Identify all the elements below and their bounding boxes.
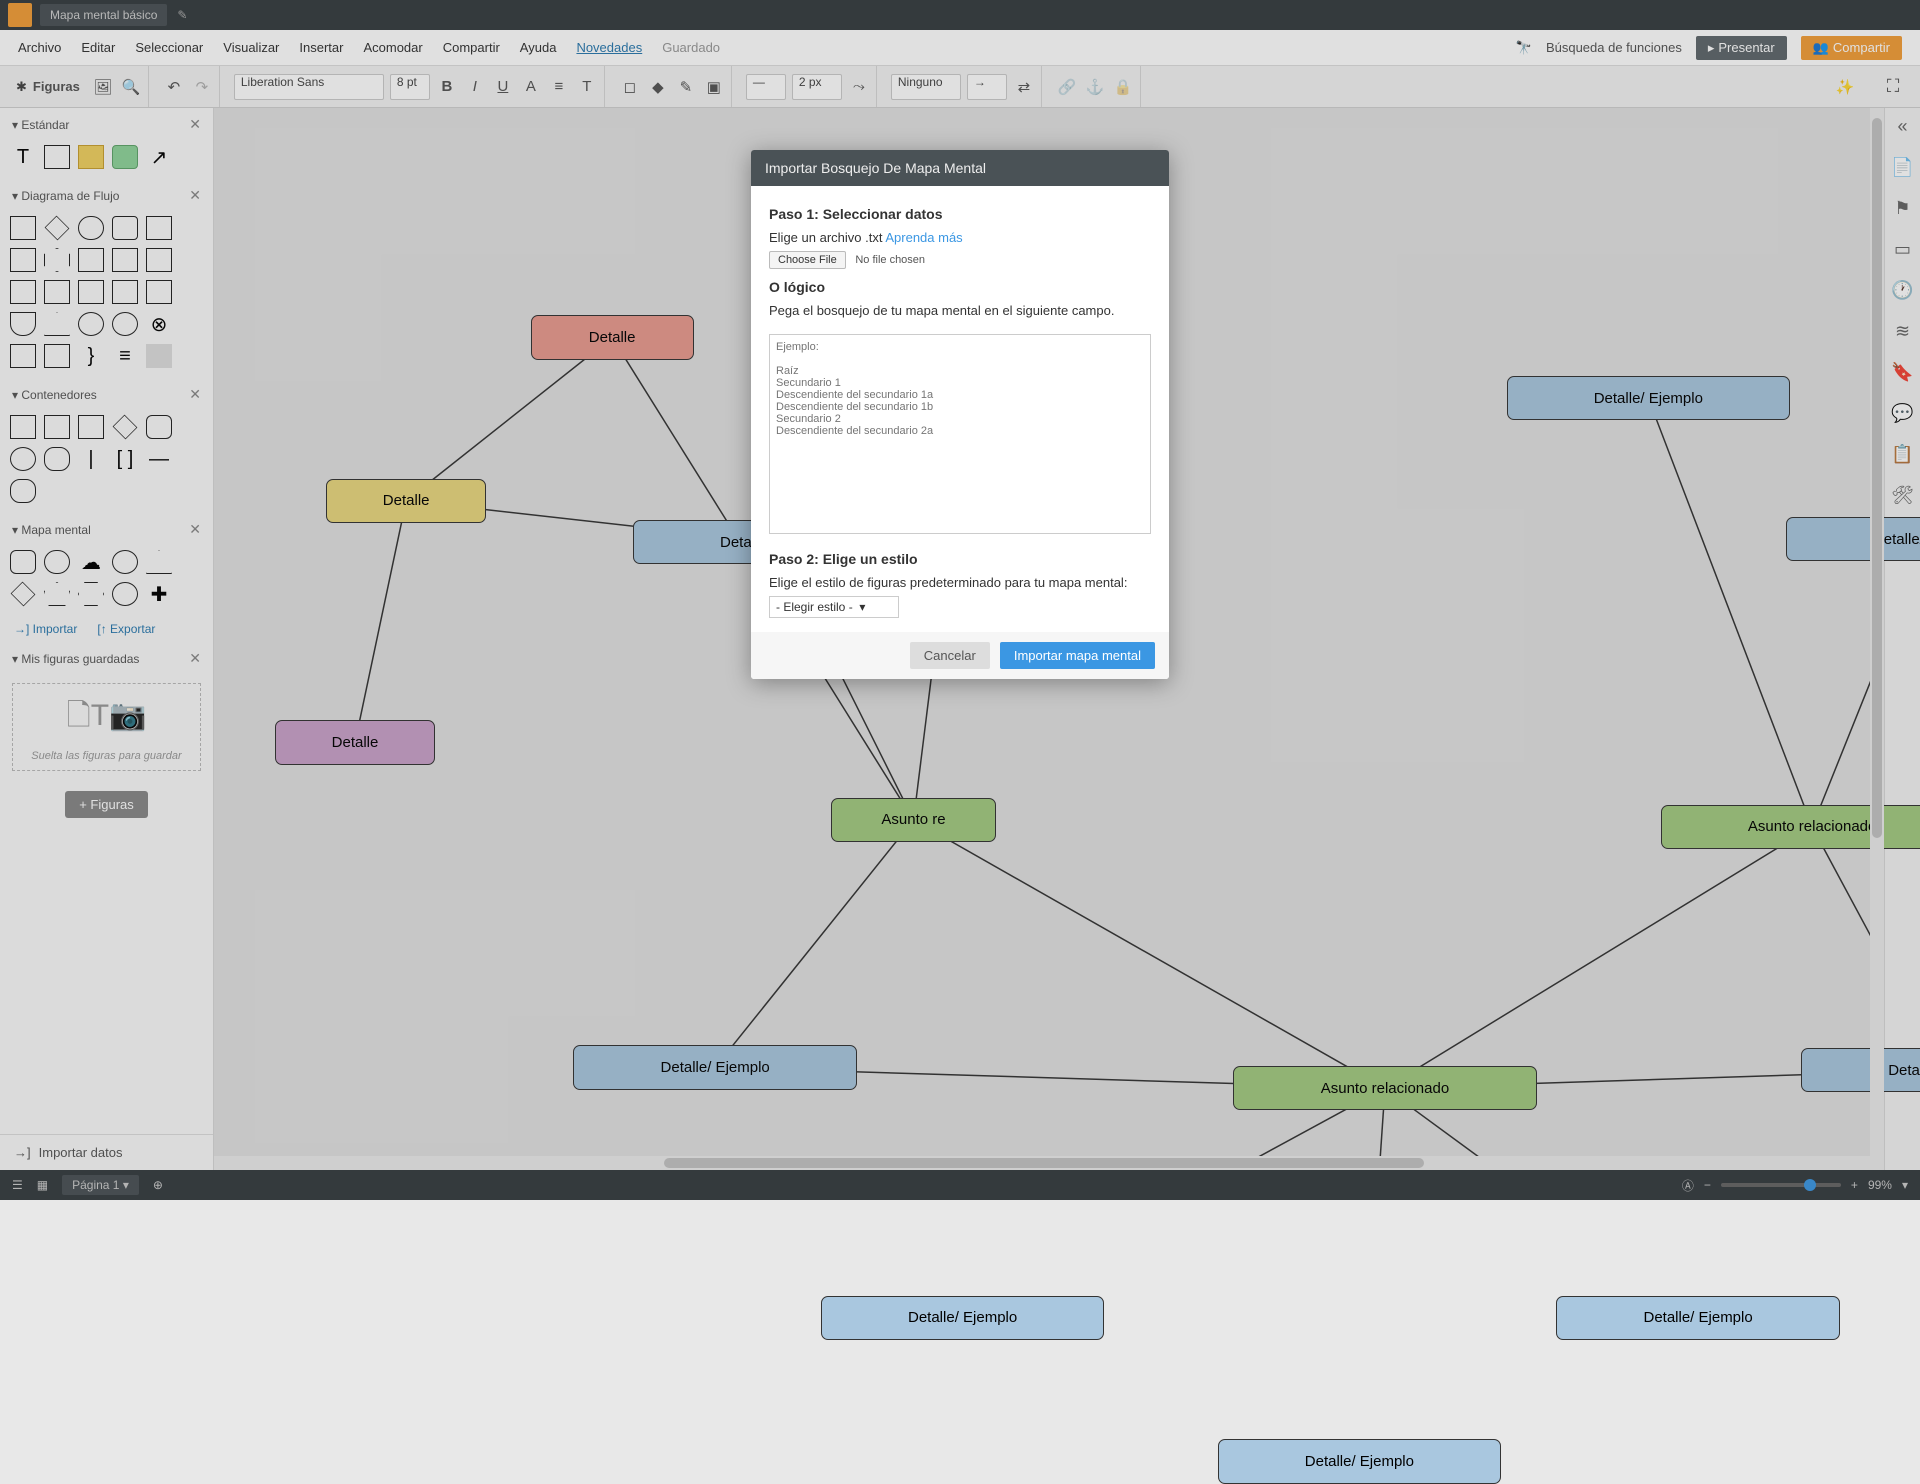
outline-textarea[interactable]: [769, 334, 1151, 534]
style-select[interactable]: - Elegir estilo - ▾: [769, 596, 899, 618]
dialog-actions: Cancelar Importar mapa mental: [751, 632, 1169, 679]
style-desc: Elige el estilo de figuras predeterminad…: [769, 575, 1151, 590]
step1-desc: Elige un archivo .txt Aprenda más: [769, 230, 1151, 245]
cancel-button[interactable]: Cancelar: [910, 642, 990, 669]
choose-file-button[interactable]: Choose File: [769, 251, 846, 269]
no-file-label: No file chosen: [855, 254, 925, 266]
import-button[interactable]: Importar mapa mental: [1000, 642, 1155, 669]
choose-txt-label: Elige un archivo .txt: [769, 230, 882, 245]
dialog-title: Importar Bosquejo De Mapa Mental: [751, 150, 1169, 186]
import-dialog: Importar Bosquejo De Mapa Mental Paso 1:…: [751, 150, 1169, 679]
paste-desc: Pega el bosquejo de tu mapa mental en el…: [769, 303, 1151, 318]
dialog-body: Paso 1: Seleccionar datos Elige un archi…: [751, 186, 1169, 632]
mindmap-node[interactable]: Detalle/ Ejemplo: [821, 1296, 1104, 1340]
modal-overlay: Importar Bosquejo De Mapa Mental Paso 1:…: [0, 0, 1920, 1200]
step1-heading: Paso 1: Seleccionar datos: [769, 206, 1151, 222]
learn-more-link[interactable]: Aprenda más: [885, 230, 962, 245]
mindmap-node[interactable]: Detalle/ Ejemplo: [1556, 1296, 1839, 1340]
ologico-heading: O lógico: [769, 279, 1151, 295]
file-row: Choose File No file chosen: [769, 251, 1151, 269]
mindmap-node[interactable]: Detalle/ Ejemplo: [1218, 1439, 1501, 1483]
step2-heading: Paso 2: Elige un estilo: [769, 551, 1151, 567]
style-option: - Elegir estilo -: [776, 600, 853, 614]
